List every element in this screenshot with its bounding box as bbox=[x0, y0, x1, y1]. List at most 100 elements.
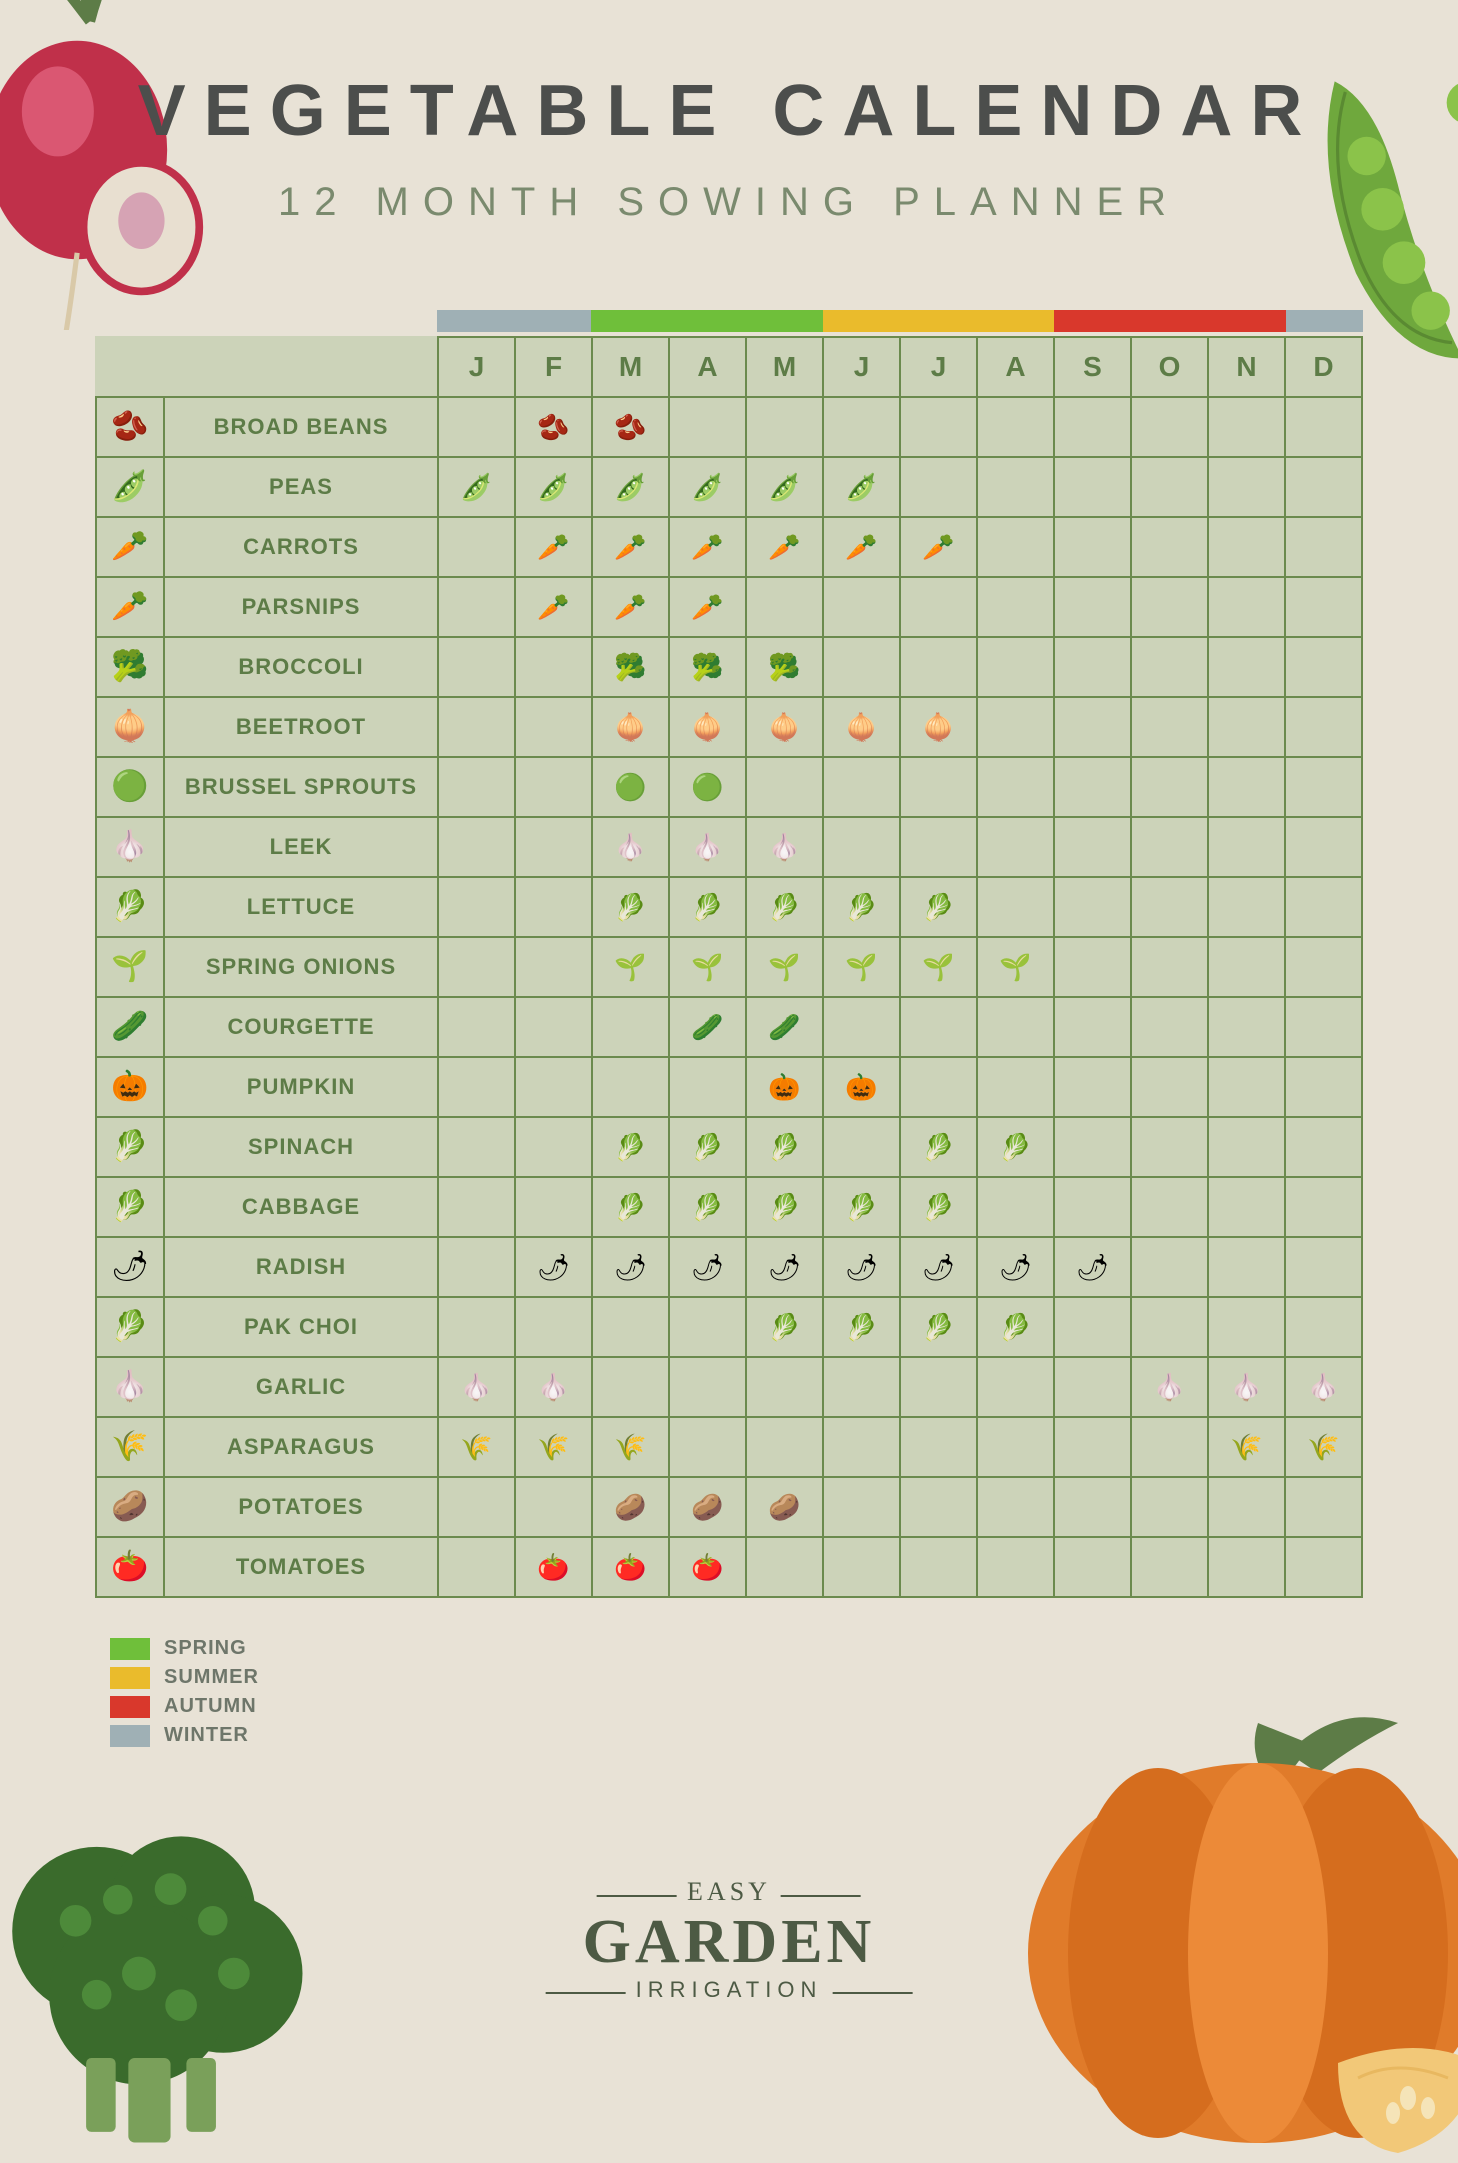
sow-marker: 🌶 bbox=[691, 1252, 724, 1282]
cell bbox=[438, 1537, 515, 1597]
table-row: 🥕CARROTS🥕🥕🥕🥕🥕🥕 bbox=[96, 517, 1362, 577]
cell bbox=[1054, 1477, 1131, 1537]
cell: 🍅 bbox=[669, 1537, 746, 1597]
cell bbox=[592, 1297, 669, 1357]
cell: 🌱 bbox=[746, 937, 823, 997]
cell bbox=[823, 637, 900, 697]
season-segment-spring bbox=[591, 310, 823, 332]
cell bbox=[438, 997, 515, 1057]
veg-name: BEETROOT bbox=[164, 697, 438, 757]
sow-marker: 🌱 bbox=[691, 952, 723, 982]
table-row: 🫘BROAD BEANS🫘🫘 bbox=[96, 397, 1362, 457]
sow-marker: 🧄 bbox=[1230, 1372, 1262, 1402]
season-segment-winter-start bbox=[437, 310, 591, 332]
sow-marker: 🥦 bbox=[691, 652, 723, 682]
veg-icon: 🌾 bbox=[111, 1430, 148, 1463]
sow-marker: 🌾 bbox=[1307, 1432, 1339, 1462]
cell: 🥬 bbox=[977, 1117, 1054, 1177]
table-row: 🧄LEEK🧄🧄🧄 bbox=[96, 817, 1362, 877]
cell bbox=[1208, 1477, 1285, 1537]
cell bbox=[1131, 1237, 1208, 1297]
sow-marker: 🥬 bbox=[768, 1132, 800, 1162]
cell bbox=[977, 1177, 1054, 1237]
cell: 🥬 bbox=[592, 877, 669, 937]
veg-icon: 🥬 bbox=[111, 890, 148, 923]
cell: 🎃 bbox=[746, 1057, 823, 1117]
sow-marker: 🥬 bbox=[845, 1192, 877, 1222]
cell: 🥬 bbox=[746, 1117, 823, 1177]
table-row: 🌱SPRING ONIONS🌱🌱🌱🌱🌱🌱 bbox=[96, 937, 1362, 997]
cell bbox=[900, 637, 977, 697]
cell bbox=[1054, 997, 1131, 1057]
cell bbox=[1054, 1297, 1131, 1357]
legend: SPRINGSUMMERAUTUMNWINTER bbox=[110, 1637, 259, 1753]
sow-marker: 🧄 bbox=[1153, 1372, 1185, 1402]
cell bbox=[1131, 1057, 1208, 1117]
sow-marker: 🥬 bbox=[999, 1132, 1031, 1162]
sow-marker: 🥔 bbox=[614, 1492, 646, 1522]
cell: 🌾 bbox=[592, 1417, 669, 1477]
cell: 🥕 bbox=[592, 577, 669, 637]
cell: 🫘 bbox=[515, 397, 592, 457]
cell bbox=[900, 997, 977, 1057]
cell: 🫛 bbox=[669, 457, 746, 517]
cell: 🥬 bbox=[900, 1177, 977, 1237]
cell bbox=[746, 757, 823, 817]
sow-marker: 🧄 bbox=[768, 832, 800, 862]
veg-icon: 🫘 bbox=[111, 410, 148, 443]
cell bbox=[1208, 517, 1285, 577]
cell bbox=[669, 397, 746, 457]
cell: 🥕 bbox=[592, 517, 669, 577]
cell bbox=[1208, 1537, 1285, 1597]
cell bbox=[823, 997, 900, 1057]
veg-icon: 🍅 bbox=[111, 1550, 148, 1583]
sow-marker: 🧅 bbox=[614, 712, 646, 742]
cell: 🥬 bbox=[592, 1117, 669, 1177]
cell bbox=[977, 1357, 1054, 1417]
cell bbox=[515, 997, 592, 1057]
cell bbox=[669, 1297, 746, 1357]
sow-marker: 🍅 bbox=[614, 1552, 646, 1582]
cell: 🌱 bbox=[669, 937, 746, 997]
cell bbox=[900, 817, 977, 877]
sow-marker: 🌱 bbox=[922, 952, 954, 982]
veg-name: GARLIC bbox=[164, 1357, 438, 1417]
cell bbox=[823, 1477, 900, 1537]
month-header-9: O bbox=[1131, 337, 1208, 397]
cell bbox=[1285, 457, 1362, 517]
cell: 🥦 bbox=[746, 637, 823, 697]
cell: 🫘 bbox=[592, 397, 669, 457]
cell bbox=[515, 697, 592, 757]
cell bbox=[977, 757, 1054, 817]
cell: 🧄 bbox=[592, 817, 669, 877]
cell bbox=[977, 1477, 1054, 1537]
veg-icon: 🥕 bbox=[111, 590, 148, 623]
cell: 🎃 bbox=[823, 1057, 900, 1117]
cell bbox=[1054, 637, 1131, 697]
cell: 🥬 bbox=[669, 877, 746, 937]
cell bbox=[1208, 397, 1285, 457]
cell bbox=[977, 817, 1054, 877]
month-header-4: M bbox=[746, 337, 823, 397]
cell bbox=[977, 577, 1054, 637]
cell: 🥕 bbox=[746, 517, 823, 577]
cell bbox=[977, 997, 1054, 1057]
sow-marker: 🥕 bbox=[845, 532, 877, 562]
cell: 🥔 bbox=[746, 1477, 823, 1537]
cell bbox=[438, 1477, 515, 1537]
table-row: 🥒COURGETTE🥒🥒 bbox=[96, 997, 1362, 1057]
cell bbox=[438, 817, 515, 877]
table-row: 🥦BROCCOLI🥦🥦🥦 bbox=[96, 637, 1362, 697]
cell bbox=[438, 397, 515, 457]
cell: 🌱 bbox=[900, 937, 977, 997]
cell bbox=[1285, 517, 1362, 577]
cell bbox=[1054, 697, 1131, 757]
cell bbox=[515, 1057, 592, 1117]
cell: 🥬 bbox=[746, 877, 823, 937]
month-header-5: J bbox=[823, 337, 900, 397]
sow-marker: 🥬 bbox=[768, 1192, 800, 1222]
cell bbox=[1054, 517, 1131, 577]
table-row: 🥬CABBAGE🥬🥬🥬🥬🥬 bbox=[96, 1177, 1362, 1237]
cell bbox=[1208, 637, 1285, 697]
sow-marker: 🍅 bbox=[691, 1552, 723, 1582]
